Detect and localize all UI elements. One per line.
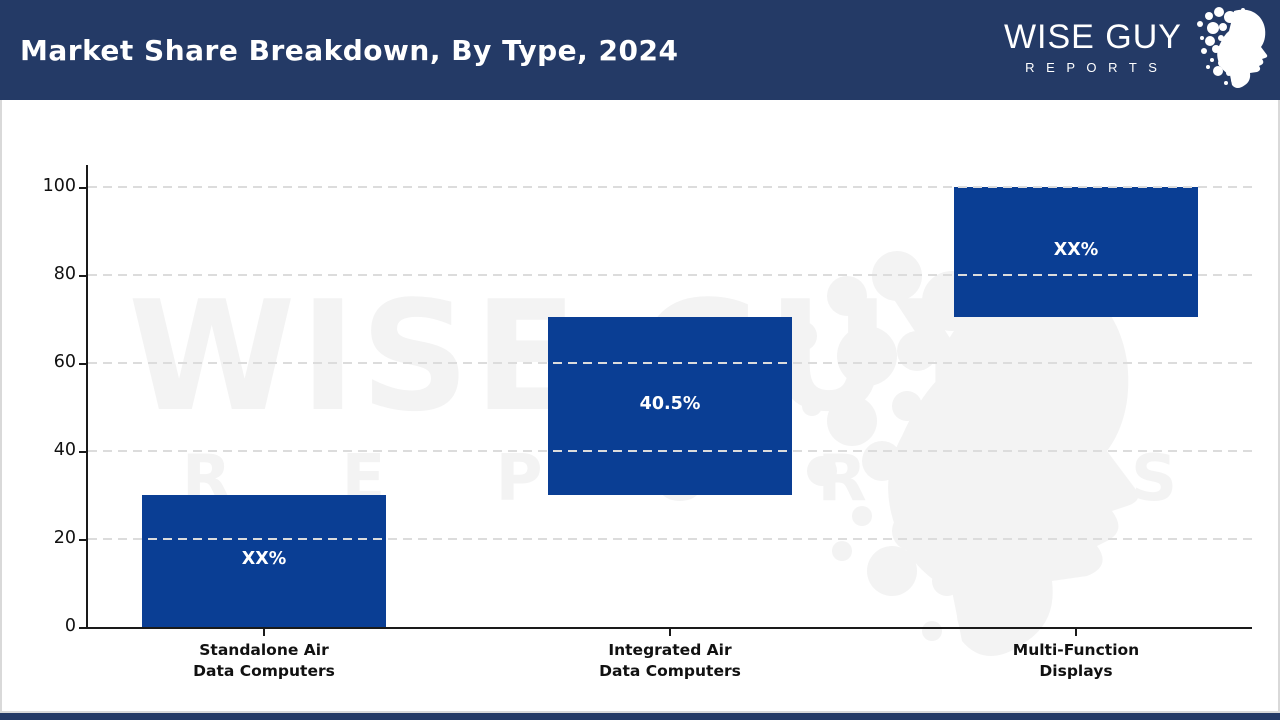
bar-value-label-2: 40.5% [639,393,701,414]
category-label-line: Multi-Function [1012,641,1140,659]
logo-head-icon [1197,7,1268,88]
gridline-20 [88,538,1252,540]
gridline-60 [88,362,1252,364]
y-tick-100 [79,187,86,189]
y-tick-label-100: 100 [42,176,76,196]
bar-value-label-1: XX% [241,549,287,569]
y-tick-label-20: 20 [53,528,76,548]
gridline-40 [88,450,1252,452]
y-tick-40 [79,451,86,453]
page-title: Market Share Breakdown, By Type, 2024 [20,34,679,67]
y-tick-20 [79,539,86,541]
y-tick-60 [79,363,86,365]
category-label-line: Integrated Air [608,641,732,659]
category-label-2: Integrated Air Data Computers [510,640,830,682]
y-axis-line [86,165,88,629]
x-tick-1 [263,629,265,636]
category-label-1: Standalone Air Data Computers [104,640,424,682]
bar-1 [142,495,386,627]
x-tick-3 [1075,629,1077,636]
category-label-3: Multi-Function Displays [916,640,1236,682]
x-axis-line [86,627,1252,629]
bar-2 [548,316,792,495]
y-tick-label-40: 40 [53,440,76,460]
logo: WISE GUY R E P O R T S [980,0,1280,100]
footer-strip [0,713,1280,720]
category-label-line: Data Computers [599,662,741,680]
category-label-line: Displays [1039,662,1113,680]
logo-wordmark: WISE GUY [1003,18,1182,56]
bar-value-label-3: XX% [1053,239,1099,260]
header: Market Share Breakdown, By Type, 2024 WI… [0,0,1280,100]
y-tick-0 [79,627,86,629]
y-tick-label-60: 60 [53,352,76,372]
y-tick-label-80: 80 [53,264,76,284]
x-tick-2 [669,629,671,636]
gridline-100 [88,186,1252,188]
bar-3 [954,187,1198,317]
category-label-line: Data Computers [193,662,335,680]
logo-text: WISE GUY R E P O R T S [1004,18,1182,75]
category-label-line: Standalone Air [199,641,329,659]
y-tick-80 [79,275,86,277]
logo-subtitle: R E P O R T S [1025,60,1161,75]
y-tick-label-0: 0 [64,616,76,636]
gridline-80 [88,274,1252,276]
